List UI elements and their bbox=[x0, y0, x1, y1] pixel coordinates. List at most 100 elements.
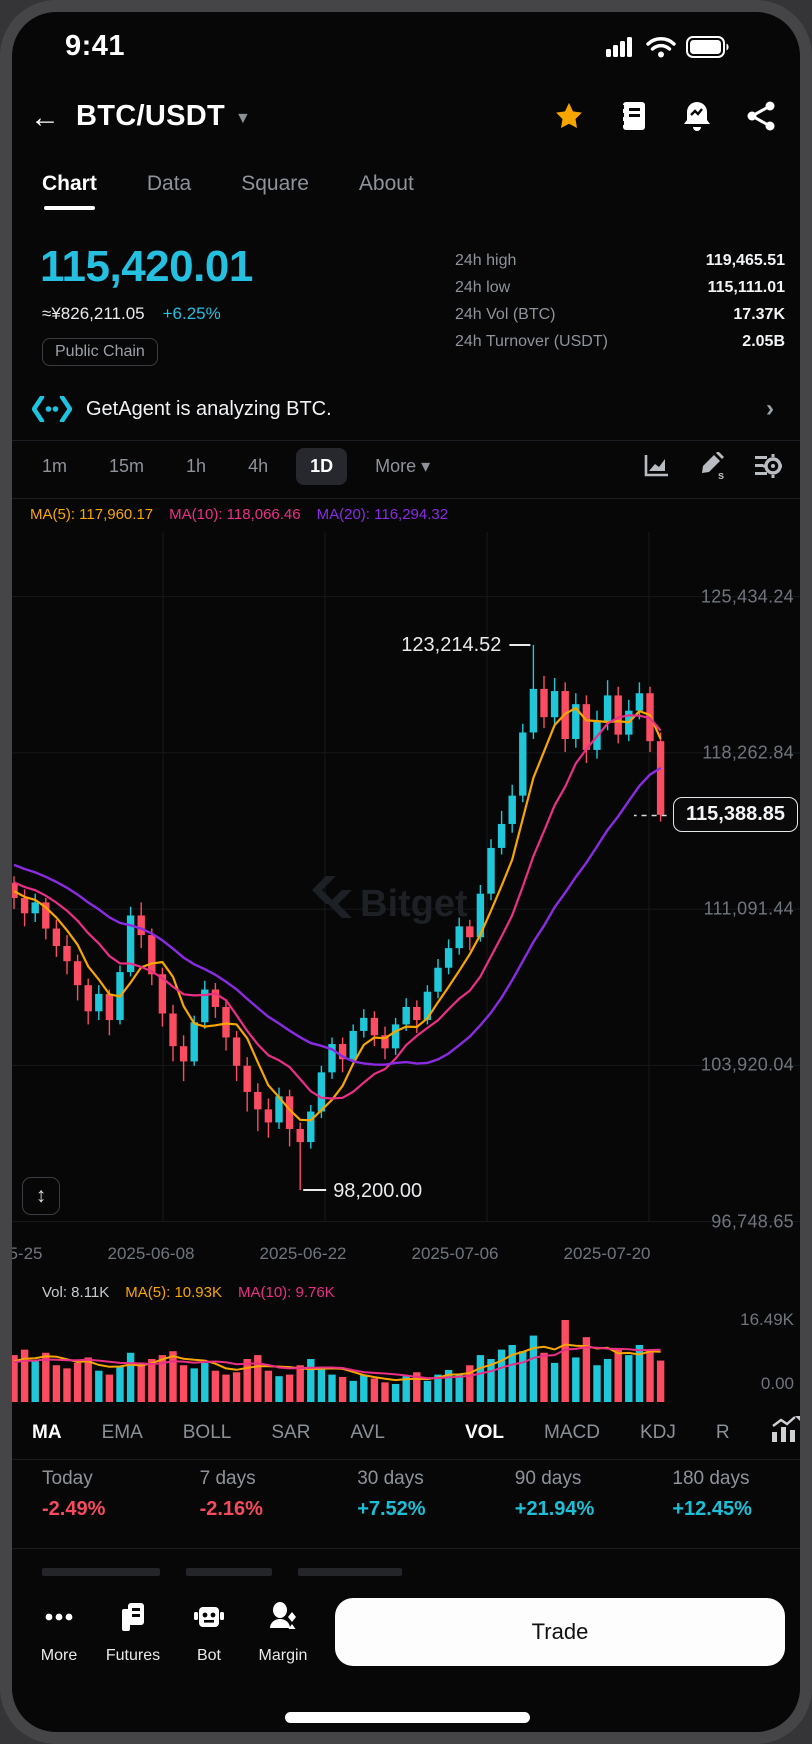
candlestick-chart[interactable]: Bitget 123,214.52 98,200.00 125,434.24 118,… bbox=[12, 532, 800, 1272]
more-icon bbox=[45, 1613, 73, 1621]
volume-svg bbox=[12, 1320, 665, 1402]
ma-legend-item: MA(5): 117,960.17 bbox=[30, 506, 154, 523]
timeframe-1h[interactable]: 1h bbox=[186, 456, 207, 476]
performance-stats: Today -2.49% 7 days -2.16% 30 days +7.52% 90 d… bbox=[12, 1468, 800, 1521]
ma-legend-item: MA(10): 118,066.46 bbox=[169, 506, 301, 523]
timeframe-15m[interactable]: 15m bbox=[109, 456, 145, 476]
performance-col: 90 days +21.94% bbox=[515, 1468, 643, 1521]
favorite-star-icon[interactable] bbox=[554, 100, 584, 132]
stats-row: 24h high 119,465.51 bbox=[455, 252, 785, 270]
performance-value: -2.16% bbox=[199, 1498, 263, 1520]
timeframe-1d[interactable]: 1D bbox=[296, 448, 348, 485]
price-axis-label: 111,091.44 bbox=[703, 898, 794, 919]
chevron-down-icon: ▼ bbox=[235, 109, 251, 127]
tab-data[interactable]: Data bbox=[146, 172, 192, 195]
nav-bot-label: Bot bbox=[196, 1647, 221, 1664]
indicator-tab-macd[interactable]: MACD bbox=[544, 1421, 600, 1443]
indicator-tab-kdj[interactable]: KDJ bbox=[639, 1421, 676, 1443]
stats-row: 24h Turnover (USDT) 2.05B bbox=[455, 333, 785, 351]
date-axis-label: 2025-07-20 bbox=[563, 1244, 651, 1263]
price-axis-label: 125,434.24 bbox=[700, 586, 794, 607]
app-screen: 9:41 ← BTC/USDT ▼ bbox=[12, 12, 800, 1732]
back-arrow-icon[interactable]: ← bbox=[30, 101, 60, 134]
chevron-right-icon: › bbox=[766, 395, 774, 422]
page-tabs: Chart Data Square About bbox=[42, 172, 414, 210]
indicator-settings-icon[interactable] bbox=[754, 453, 782, 479]
home-indicator[interactable] bbox=[285, 1712, 530, 1723]
volume-chart[interactable]: 16.49K 0.00 bbox=[12, 1308, 800, 1402]
svg-text:Bitget: Bitget bbox=[360, 883, 468, 925]
performance-value: +7.52% bbox=[357, 1498, 426, 1520]
nav-futures[interactable]: Futures bbox=[98, 1600, 168, 1665]
price-axis-label: 118,262.84 bbox=[702, 742, 794, 763]
margin-icon bbox=[270, 1602, 296, 1629]
performance-col: Today -2.49% bbox=[42, 1468, 170, 1521]
indicator-chart-icon[interactable] bbox=[770, 1416, 800, 1449]
tab-square[interactable]: Square bbox=[241, 172, 309, 195]
pair-title: BTC/USDT bbox=[76, 100, 225, 132]
stat-label: 24h Vol (BTC) bbox=[455, 306, 556, 323]
fiat-price: ≈¥826,211.05 bbox=[42, 304, 145, 323]
indicator-tab-r[interactable]: R bbox=[715, 1421, 730, 1443]
tab-chart[interactable]: Chart bbox=[42, 172, 97, 210]
nav-futures-label: Futures bbox=[105, 1647, 161, 1664]
price-axis-label: 103,920.04 bbox=[700, 1054, 794, 1075]
performance-label: Today bbox=[42, 1468, 93, 1489]
svg-text:s: s bbox=[718, 470, 724, 480]
indicator-tab-vol[interactable]: VOL bbox=[464, 1421, 504, 1443]
volume-legend: Vol: 8.11K MA(5): 10.93K MA(10): 9.76K bbox=[42, 1284, 335, 1301]
signal-icon bbox=[606, 37, 632, 57]
indicator-tab-avl[interactable]: AVL bbox=[350, 1421, 385, 1443]
volume-axis-min: 0.00 bbox=[760, 1374, 794, 1393]
timeframe-1m[interactable]: 1m bbox=[42, 456, 68, 476]
stat-label: 24h low bbox=[455, 279, 511, 296]
vol-legend-item: Vol: 8.11K bbox=[42, 1284, 110, 1301]
performance-col: 180 days +12.45% bbox=[672, 1468, 800, 1521]
chart-type-icon[interactable] bbox=[644, 453, 670, 479]
stats-row: 24h low 115,111.01 bbox=[455, 279, 785, 297]
nav-margin[interactable]: Margin bbox=[248, 1600, 318, 1665]
share-icon[interactable] bbox=[746, 100, 776, 132]
getagent-text: GetAgent is analyzing BTC. bbox=[86, 397, 332, 420]
trade-button[interactable]: Trade bbox=[335, 1598, 785, 1666]
svg-text:98,200.00: 98,200.00 bbox=[333, 1180, 422, 1202]
drawing-tools-icon[interactable]: s bbox=[698, 452, 726, 480]
indicator-tabs: MA EMA BOLL SAR AVL VOL MACD KDJ R bbox=[32, 1416, 800, 1449]
svg-text:123,214.52: 123,214.52 bbox=[401, 634, 501, 656]
divider bbox=[12, 440, 800, 441]
getagent-banner[interactable]: GetAgent is analyzing BTC. › bbox=[12, 384, 800, 434]
stat-value: 2.05B bbox=[742, 333, 785, 350]
timeframe-more[interactable]: More ▾ bbox=[375, 456, 431, 476]
bottom-nav: More Futures Bot bbox=[12, 1592, 800, 1692]
indicator-tab-sar[interactable]: SAR bbox=[271, 1421, 311, 1443]
tab-about[interactable]: About bbox=[358, 172, 414, 195]
stat-label: 24h Turnover (USDT) bbox=[455, 333, 608, 350]
nav-more[interactable]: More bbox=[24, 1600, 94, 1665]
price-axis-label: 96,748.65 bbox=[711, 1211, 794, 1232]
divider bbox=[12, 1548, 800, 1549]
performance-value: -2.49% bbox=[42, 1498, 106, 1520]
status-time: 9:41 bbox=[65, 30, 126, 62]
vol-legend-item: MA(5): 10.93K bbox=[125, 1284, 222, 1301]
timeframe-4h[interactable]: 4h bbox=[248, 456, 269, 476]
stat-value: 119,465.51 bbox=[705, 252, 785, 269]
volume-axis-max: 16.49K bbox=[740, 1310, 794, 1329]
performance-label: 30 days bbox=[357, 1468, 424, 1489]
performance-label: 7 days bbox=[199, 1468, 256, 1489]
indicator-tab-boll[interactable]: BOLL bbox=[182, 1421, 232, 1443]
performance-label: 180 days bbox=[672, 1468, 750, 1489]
performance-col: 30 days +7.52% bbox=[357, 1468, 485, 1521]
last-price: 115,420.01 bbox=[40, 242, 253, 291]
performance-value: +21.94% bbox=[514, 1498, 595, 1520]
indicator-tab-ema[interactable]: EMA bbox=[101, 1421, 143, 1443]
stat-label: 24h high bbox=[455, 252, 517, 269]
timeframe-selector: 1m 15m 1h 4h 1D More ▾ bbox=[28, 448, 444, 485]
public-chain-badge[interactable]: Public Chain bbox=[42, 338, 158, 366]
status-icons bbox=[606, 36, 730, 58]
price-alert-bell-icon[interactable] bbox=[682, 100, 712, 132]
nav-bot[interactable]: Bot bbox=[174, 1600, 244, 1665]
expand-chart-icon[interactable]: ↕ bbox=[22, 1177, 60, 1215]
orderbook-icon[interactable] bbox=[618, 100, 648, 132]
pair-selector[interactable]: BTC/USDT ▼ bbox=[76, 100, 251, 133]
indicator-tab-ma[interactable]: MA bbox=[32, 1421, 62, 1443]
